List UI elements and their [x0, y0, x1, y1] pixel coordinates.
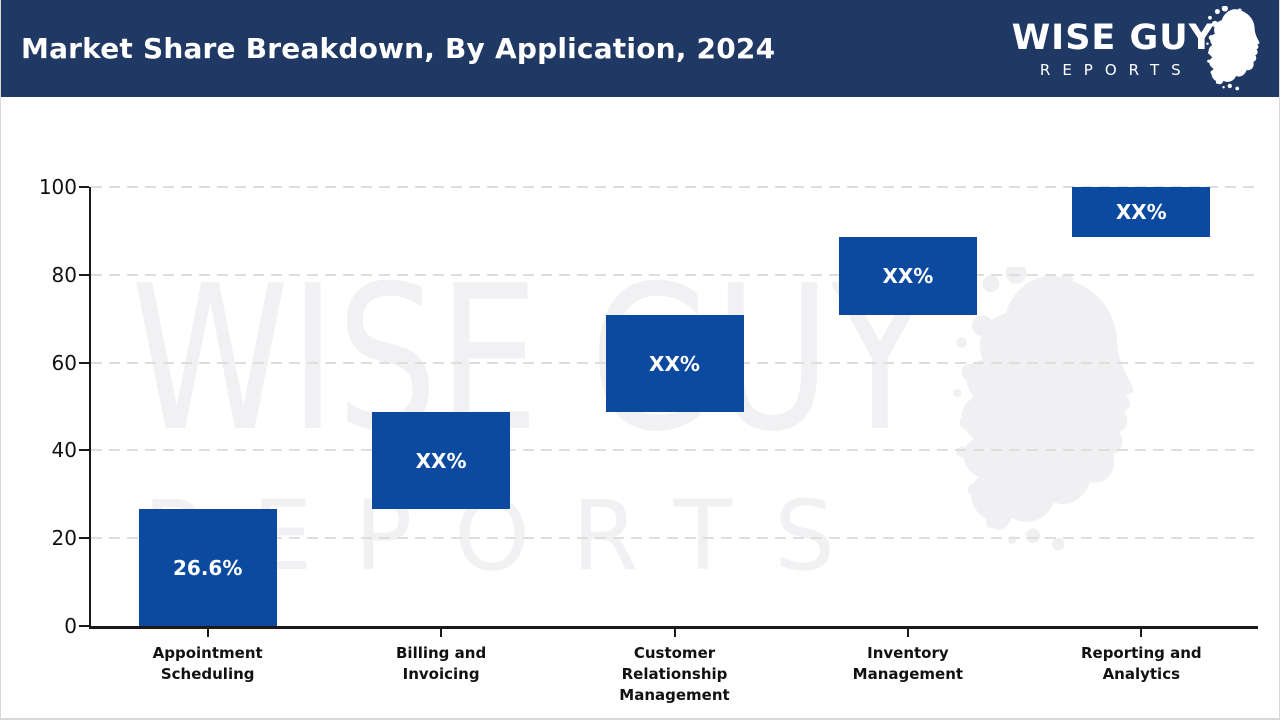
x-axis-tick	[1140, 629, 1143, 637]
y-tick-label: 80	[51, 262, 77, 287]
y-tick-label: 20	[51, 526, 77, 551]
x-tick-label: Reporting and Analytics	[1080, 644, 1202, 683]
logo-subtitle: REPORTS	[1039, 60, 1193, 79]
x-axis-tick	[673, 629, 676, 637]
y-tick-label: 40	[51, 438, 77, 463]
y-tick-label: 60	[51, 350, 77, 375]
bar: XX%	[605, 315, 744, 413]
x-tick-label: Inventory Management	[852, 644, 964, 683]
header-band: Market Share Breakdown, By Application, …	[1, 0, 1279, 97]
gridline	[91, 186, 1258, 188]
x-axis-tick	[206, 629, 209, 637]
bar-value-label: XX%	[882, 264, 934, 289]
y-axis-tick	[79, 449, 89, 452]
chart-area: WISE GUY REPORTS 0 20 40 60 80 100 26.6% Appoin…	[1, 97, 1279, 718]
x-tick-label: Customer Relationship Management	[619, 644, 730, 704]
x-axis-tick	[440, 629, 443, 637]
y-axis-tick	[79, 537, 89, 540]
y-axis-tick	[79, 361, 89, 364]
gridline	[91, 449, 1258, 452]
gridline	[91, 537, 1258, 540]
y-tick-label: 0	[64, 614, 77, 638]
brand-logo: WISE GUY REPORTS	[1011, 5, 1267, 94]
logo-text: WISE GUY REPORTS	[1011, 17, 1215, 79]
gridline	[91, 273, 1258, 276]
chart-title: Market Share Breakdown, By Application, …	[21, 32, 776, 65]
y-axis-tick	[79, 186, 89, 188]
x-axis-tick	[906, 629, 909, 637]
x-tick-label: Billing and Invoicing	[396, 644, 487, 683]
y-tick-label: 100	[38, 175, 77, 199]
bar: XX%	[1072, 187, 1211, 238]
bar: XX%	[838, 237, 977, 316]
bar: 26.6%	[138, 509, 277, 626]
logo-wordmark: WISE GUY	[1011, 17, 1215, 58]
bar: XX%	[372, 412, 511, 510]
plot-area: 0 20 40 60 80 100 26.6% Appointment Scheduling X…	[39, 175, 1258, 704]
bar-value-label: 26.6%	[172, 555, 243, 580]
y-axis-tick	[79, 625, 89, 627]
y-axis-tick	[79, 273, 89, 276]
bar-value-label: XX%	[415, 448, 467, 473]
bar-value-label: XX%	[649, 351, 700, 376]
x-tick-label: Appointment Scheduling	[152, 644, 263, 683]
bar-value-label: XX%	[1115, 200, 1167, 225]
